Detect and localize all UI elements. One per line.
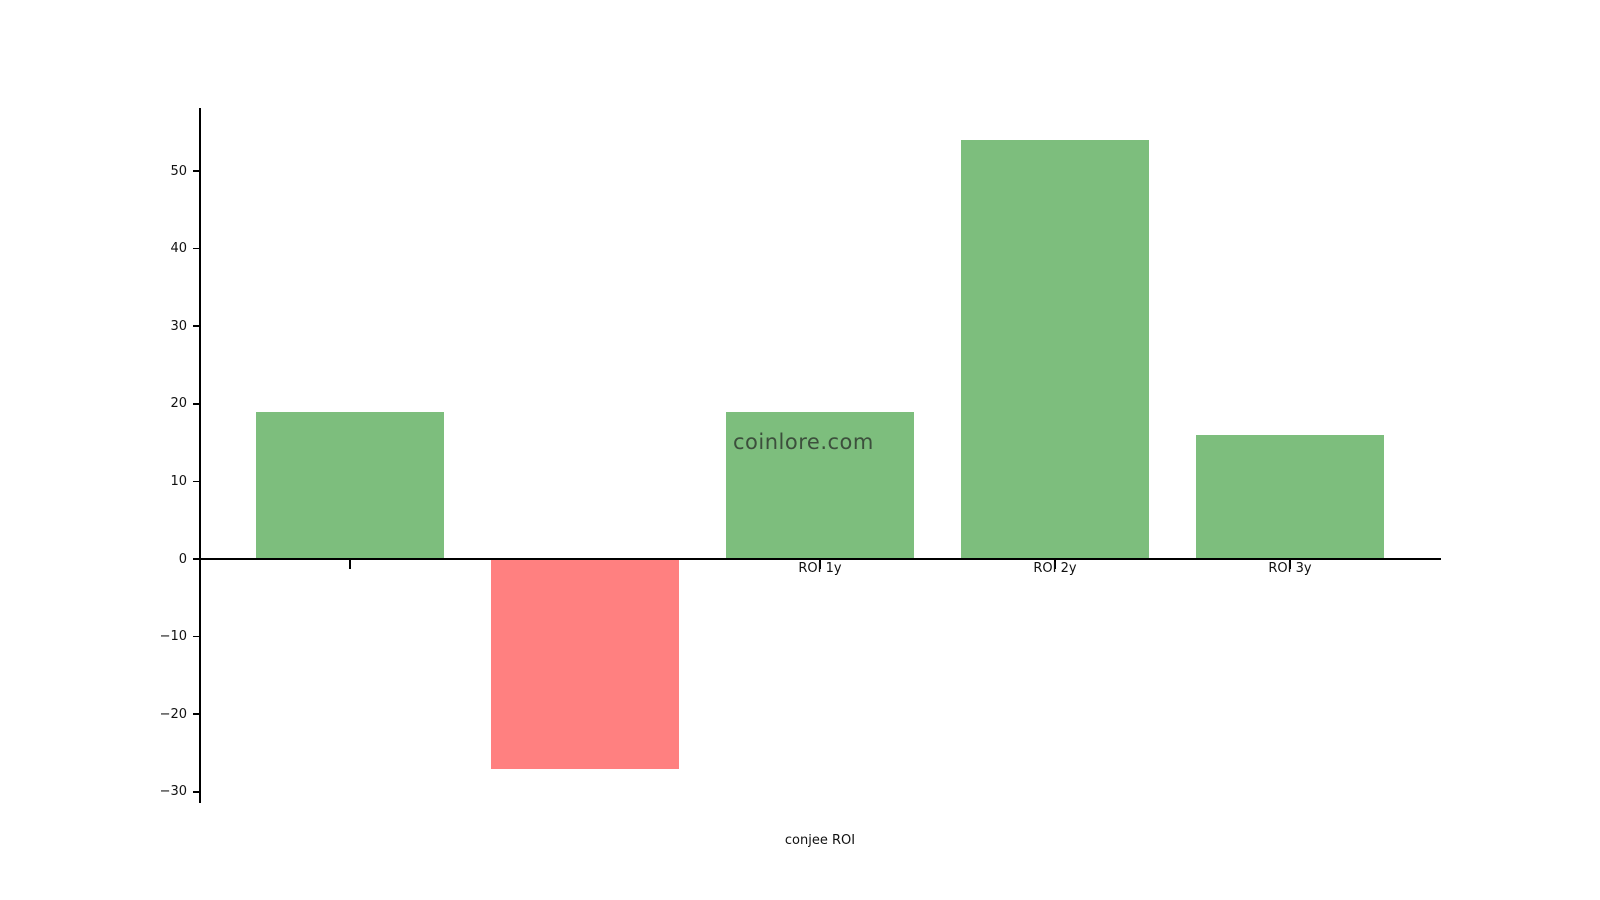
y-tick-label: 40: [170, 241, 187, 257]
y-axis-line: [199, 108, 201, 803]
x-tick-mark: [819, 559, 821, 569]
y-tick-mark: [193, 325, 200, 327]
y-tick-mark: [193, 170, 200, 172]
x-tick-label: ROI 3y: [1268, 561, 1312, 576]
x-tick-mark: [1054, 559, 1056, 569]
x-tick-mark: [1289, 559, 1291, 569]
y-tick-label: −20: [159, 706, 187, 722]
bar: [1196, 434, 1384, 559]
x-axis-line: [199, 558, 1441, 560]
watermark: coinlore.com: [733, 430, 874, 454]
y-tick-mark: [193, 480, 200, 483]
y-tick-label: 0: [178, 551, 187, 567]
x-tick-label: ROI 2y: [1033, 561, 1077, 576]
y-tick-label: −10: [159, 629, 187, 645]
y-tick-mark: [193, 558, 200, 560]
y-tick-mark: [193, 791, 200, 793]
bar: [256, 411, 444, 559]
bar: [961, 139, 1149, 559]
y-tick-label: 10: [170, 473, 187, 489]
x-axis-title: conjee ROI: [784, 833, 856, 848]
bar: [491, 559, 679, 769]
y-tick-label: 20: [170, 396, 187, 412]
x-tick-label: ROI 1y: [798, 561, 842, 576]
y-tick-label: 30: [170, 318, 187, 334]
y-tick-mark: [193, 635, 200, 638]
y-tick-mark: [193, 403, 200, 405]
y-tick-label: −30: [159, 784, 187, 800]
bar: [726, 411, 914, 559]
y-tick-label: 50: [170, 163, 187, 179]
y-tick-mark: [193, 247, 200, 250]
y-tick-mark: [193, 713, 200, 715]
x-tick-mark: [349, 559, 351, 569]
